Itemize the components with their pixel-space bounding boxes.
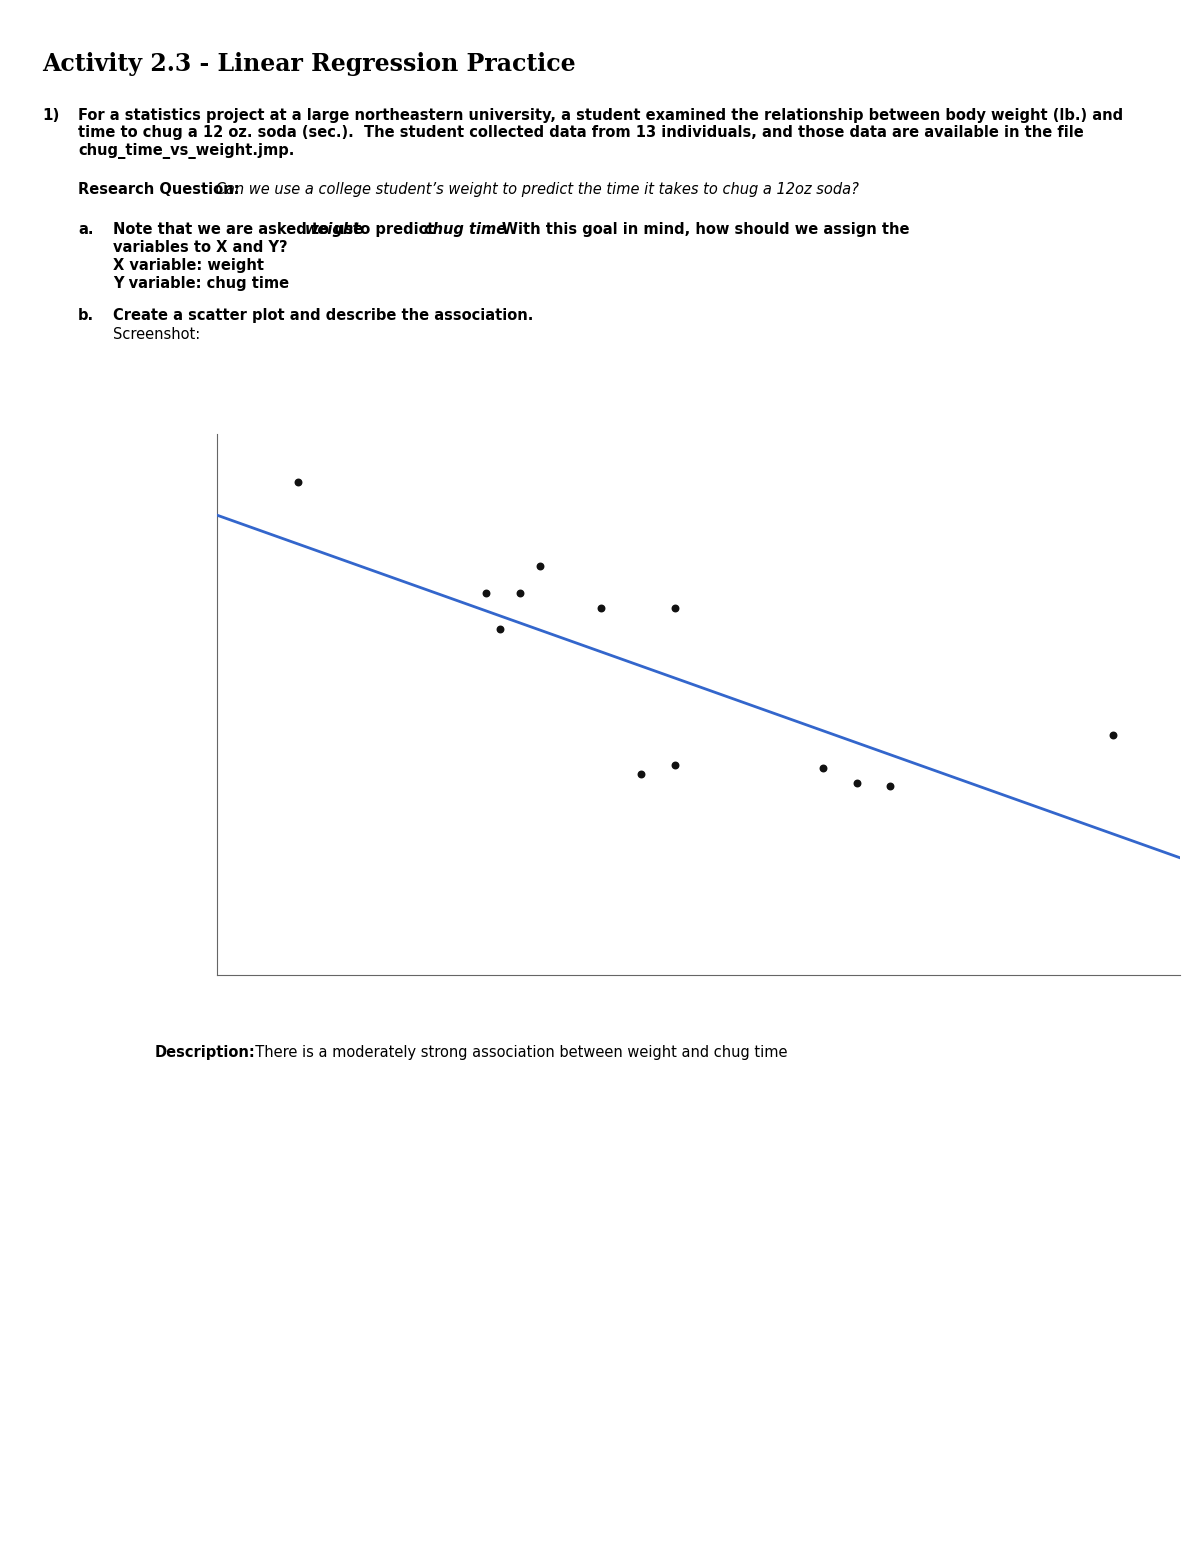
Point: [530, 554, 550, 579]
Text: 1): 1): [42, 109, 59, 123]
Text: weight: weight: [305, 222, 361, 238]
Point: [1103, 722, 1122, 747]
Text: Activity 2.3 - Linear Regression Practice: Activity 2.3 - Linear Regression Practic…: [42, 51, 576, 76]
Text: chug time: chug time: [424, 222, 506, 238]
Point: [510, 581, 529, 606]
Point: [665, 596, 684, 621]
Point: [881, 773, 900, 798]
Text: Create a scatter plot and describe the association.: Create a scatter plot and describe the a…: [113, 307, 533, 323]
Text: For a statistics project at a large northeastern university, a student examined : For a statistics project at a large nort…: [78, 109, 1123, 158]
Text: Research Question:: Research Question:: [78, 182, 240, 197]
Text: variables to X and Y?: variables to X and Y?: [113, 241, 288, 255]
Text: Chug Time (sec): Chug Time (sec): [166, 644, 180, 764]
Text: X variable: weight: X variable: weight: [113, 258, 264, 273]
Point: [631, 761, 650, 786]
Text: Note that we are asked to use: Note that we are asked to use: [113, 222, 368, 238]
Text: There is a moderately strong association between weight and chug time: There is a moderately strong association…: [246, 1045, 787, 1061]
Text: Weight (lb): Weight (lb): [652, 1000, 745, 1016]
Text: Description:: Description:: [155, 1045, 256, 1061]
Text: Can we use a college student’s weight to predict the time it takes to chug a 12o: Can we use a college student’s weight to…: [211, 182, 859, 197]
Text: a.: a.: [78, 222, 94, 238]
Text: Screenshot:: Screenshot:: [113, 328, 200, 342]
Point: [814, 755, 833, 780]
Point: [491, 617, 510, 641]
Point: [288, 469, 307, 494]
Text: .  With this goal in mind, how should we assign the: . With this goal in mind, how should we …: [486, 222, 910, 238]
Text: b.: b.: [78, 307, 94, 323]
Text: Y variable: chug time: Y variable: chug time: [113, 276, 289, 290]
Point: [665, 752, 684, 776]
Point: [476, 581, 496, 606]
Point: [847, 770, 866, 795]
Text: Chug Time (sec) vs. Weight (lb): Chug Time (sec) vs. Weight (lb): [508, 353, 827, 371]
Text: Place horizontal grouping variables here.: Place horizontal grouping variables here…: [163, 384, 437, 396]
Text: Map
Shape: Map Shape: [166, 988, 206, 1016]
Text: to predict: to predict: [348, 222, 439, 238]
Text: Group X: Group X: [664, 412, 733, 426]
Point: [592, 596, 611, 621]
